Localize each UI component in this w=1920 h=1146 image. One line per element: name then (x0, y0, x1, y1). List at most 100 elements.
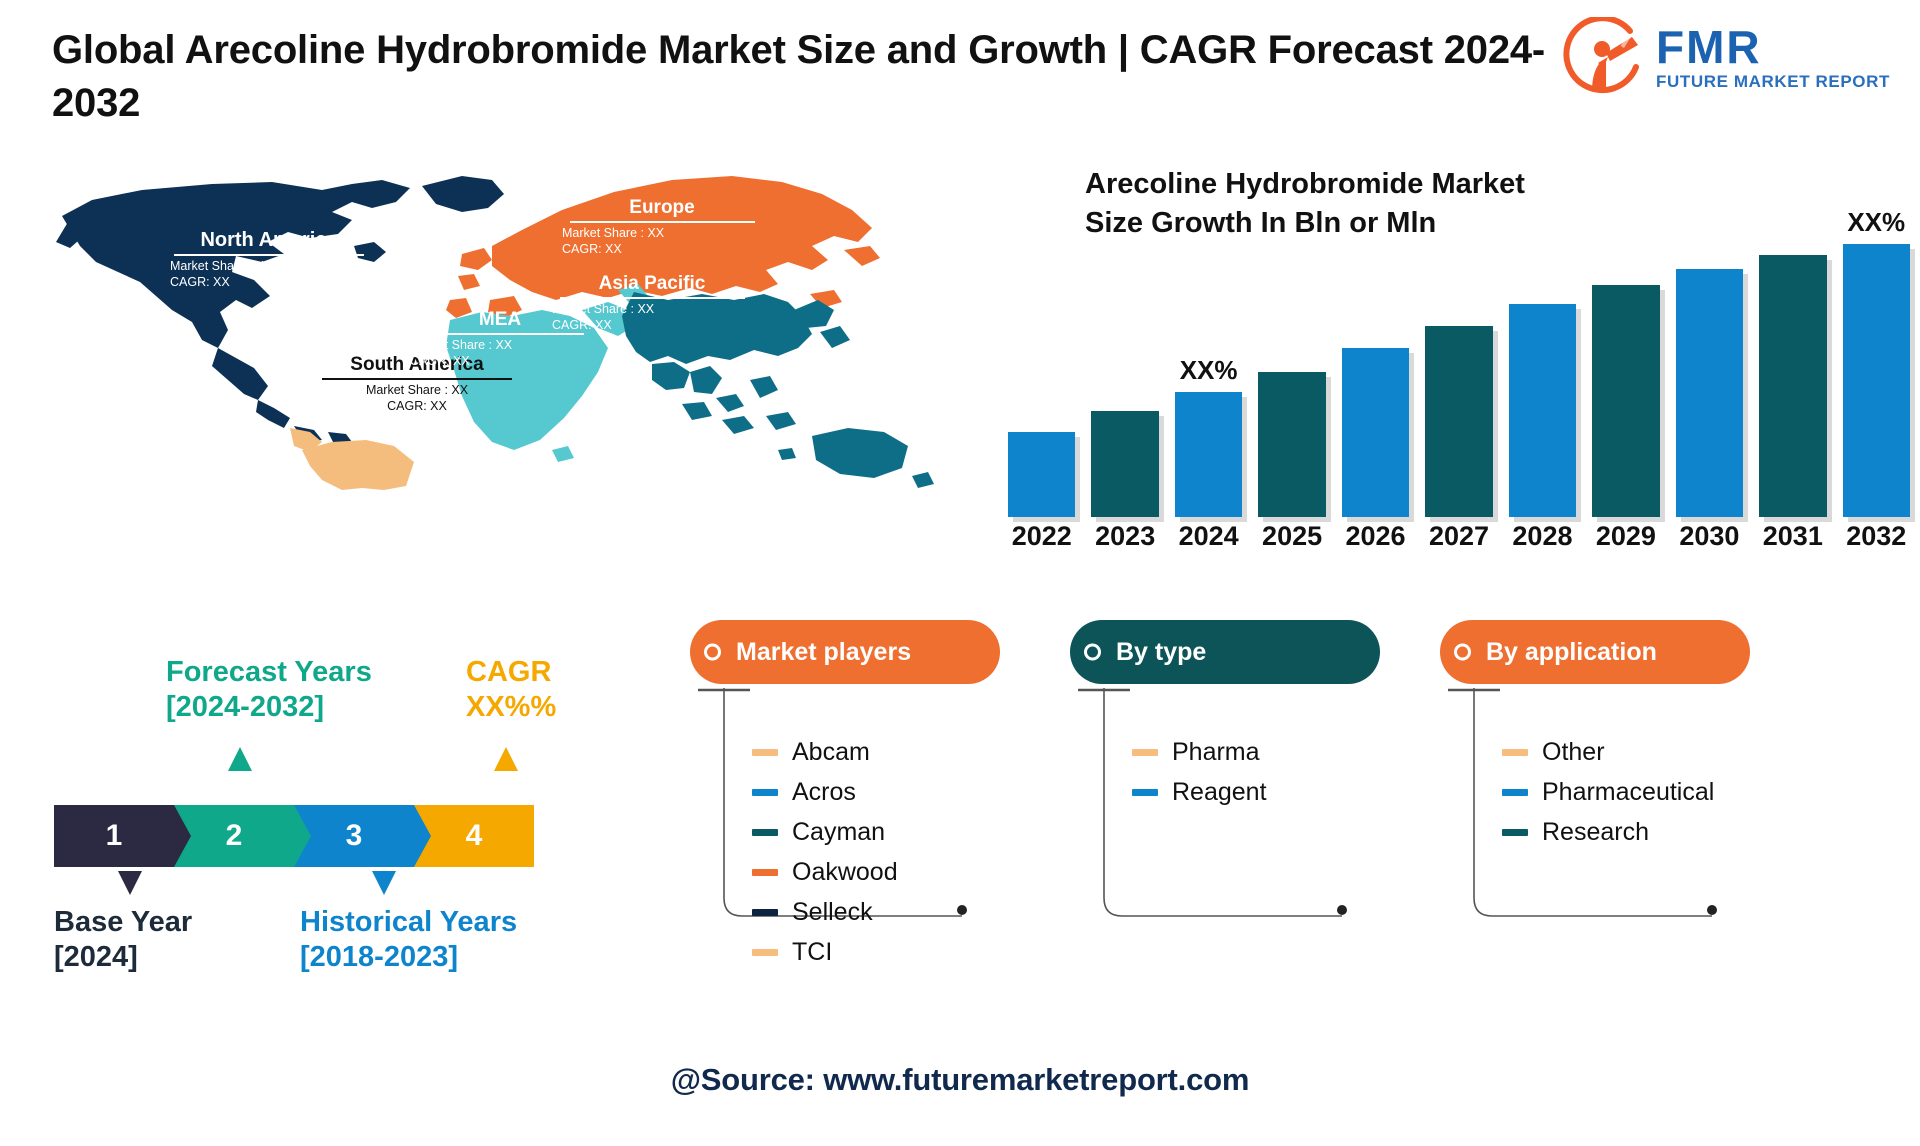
map-region-north-america (56, 176, 504, 444)
cagr-title: CAGR (466, 656, 552, 688)
map-region-mea (446, 284, 648, 462)
bar-2022 (1008, 432, 1076, 517)
bar-column: XX% (1842, 207, 1915, 522)
fmr-logo: FMR FUTURE MARKET REPORT (1562, 15, 1892, 102)
list-item-label: TCI (792, 937, 833, 966)
bar-column (1592, 217, 1665, 522)
card-title: Market players (736, 637, 912, 666)
list-item-label: Acros (792, 777, 856, 806)
forecast-years-pointer (228, 747, 252, 771)
x-tick-2031: 2031 (1762, 521, 1823, 551)
card-by-type: By type Pharma Reagent (1070, 620, 1380, 930)
x-tick-2025: 2025 (1262, 521, 1323, 551)
card-body: Pharma Reagent (1070, 684, 1380, 924)
bullet-dot-icon (704, 643, 721, 661)
card-item-list: Pharma Reagent (1132, 732, 1376, 812)
bar-2026 (1341, 347, 1410, 517)
list-item-label: Pharma (1172, 737, 1260, 766)
legend-swatch-icon (1132, 748, 1158, 756)
timeline-segment-2: 2 (174, 805, 311, 867)
bar-column (1508, 217, 1582, 522)
bullet-dot-icon (1454, 643, 1471, 661)
bar-2023 (1091, 410, 1159, 517)
bar-value-label: XX% (1847, 207, 1906, 238)
page-title: Global Arecoline Hydrobromide Market Siz… (52, 28, 1546, 125)
cagr-pointer (494, 747, 518, 771)
card-by-application: By application Other Pharmaceutical Researc… (1440, 620, 1750, 930)
base-year-caption: Base Year [2024] (54, 905, 274, 976)
list-item: Research (1502, 812, 1746, 852)
legend-swatch-icon (1502, 748, 1528, 756)
card-market-players: Market players Abcam Acros Cayman Oakwood Sel… (690, 620, 1000, 966)
x-tick-2023: 2023 (1095, 521, 1156, 551)
card-item-list: Abcam Acros Cayman Oakwood Selleck TCI (752, 732, 996, 972)
bar-2024 (1174, 391, 1243, 517)
bar-2030 (1675, 268, 1744, 517)
list-item: Selleck (752, 892, 996, 932)
map-region-asia-pacific (622, 292, 934, 488)
list-item: Cayman (752, 812, 996, 852)
card-pill-header[interactable]: By type (1070, 620, 1380, 684)
x-tick-2024: 2024 (1178, 521, 1239, 551)
bar-value-label: XX% (1179, 354, 1238, 385)
list-item: Oakwood (752, 852, 996, 892)
cagr-value: XX%% (466, 691, 557, 724)
legend-swatch-icon (1502, 788, 1528, 796)
x-tick-2030: 2030 (1679, 521, 1740, 551)
legend-swatch-icon (752, 788, 778, 796)
bar-2027 (1425, 326, 1493, 517)
bar-column (1341, 217, 1415, 522)
bar-column (1091, 217, 1164, 522)
card-bracket-frame (1070, 684, 1380, 924)
card-pill-header[interactable]: Market players (690, 620, 1000, 684)
world-map: North America Market Share : XX CAGR: XX… (22, 150, 1002, 490)
base-year-pointer (118, 871, 142, 895)
bar-column (1759, 217, 1832, 522)
card-bracket-frame (1440, 684, 1750, 924)
legend-swatch-icon (752, 948, 778, 956)
bar-column (1425, 217, 1498, 522)
list-item: Reagent (1132, 772, 1376, 812)
card-item-list: Other Pharmaceutical Research (1502, 732, 1746, 852)
bar-2025 (1258, 372, 1326, 517)
list-item-label: Cayman (792, 817, 886, 846)
base-year-title: Base Year (54, 906, 193, 938)
bullet-dot-icon (1084, 643, 1101, 661)
market-size-growth-chart: Arecoline Hydrobromide Market Size Growt… (1000, 165, 1915, 565)
timeline-segment-3: 3 (294, 805, 431, 867)
x-tick-2027: 2027 (1428, 521, 1490, 551)
bar-2031 (1759, 255, 1827, 517)
x-tick-2026: 2026 (1345, 521, 1406, 551)
chevron-right-icon (174, 805, 191, 867)
x-tick-2022: 2022 (1011, 521, 1072, 551)
card-pill-header[interactable]: By application (1440, 620, 1750, 684)
x-tick-2029: 2029 (1595, 521, 1656, 551)
map-region-europe (446, 176, 880, 318)
list-item-label: Other (1542, 737, 1605, 766)
x-tick-2032: 2032 (1846, 521, 1907, 551)
list-item: Abcam (752, 732, 996, 772)
list-item-label: Research (1542, 817, 1649, 846)
legend-swatch-icon (752, 908, 778, 916)
list-item: Acros (752, 772, 996, 812)
list-item-label: Oakwood (792, 857, 898, 886)
list-item-label: Selleck (792, 897, 873, 926)
bar-column (1258, 217, 1331, 522)
historical-years-caption: Historical Years [2018-2023] (300, 905, 580, 976)
bar-column: XX% (1174, 217, 1248, 522)
chevron-right-icon (414, 805, 431, 867)
card-bracket-frame (690, 684, 1000, 924)
legend-swatch-icon (752, 828, 778, 836)
legend-swatch-icon (1502, 828, 1528, 836)
list-item-label: Abcam (792, 737, 870, 766)
telescope-observer-icon (1562, 15, 1646, 101)
bar-column (1008, 217, 1081, 522)
timeline-segment-1: 1 (54, 805, 191, 867)
forecast-years-caption: Forecast Years [2024-2032] (166, 655, 406, 726)
chart-bars: XX% XX% (1008, 207, 1915, 522)
chevron-right-icon (294, 805, 311, 867)
historical-years-pointer (372, 871, 396, 895)
list-item: Other (1502, 732, 1746, 772)
logo-tagline: FUTURE MARKET REPORT (1656, 71, 1890, 91)
